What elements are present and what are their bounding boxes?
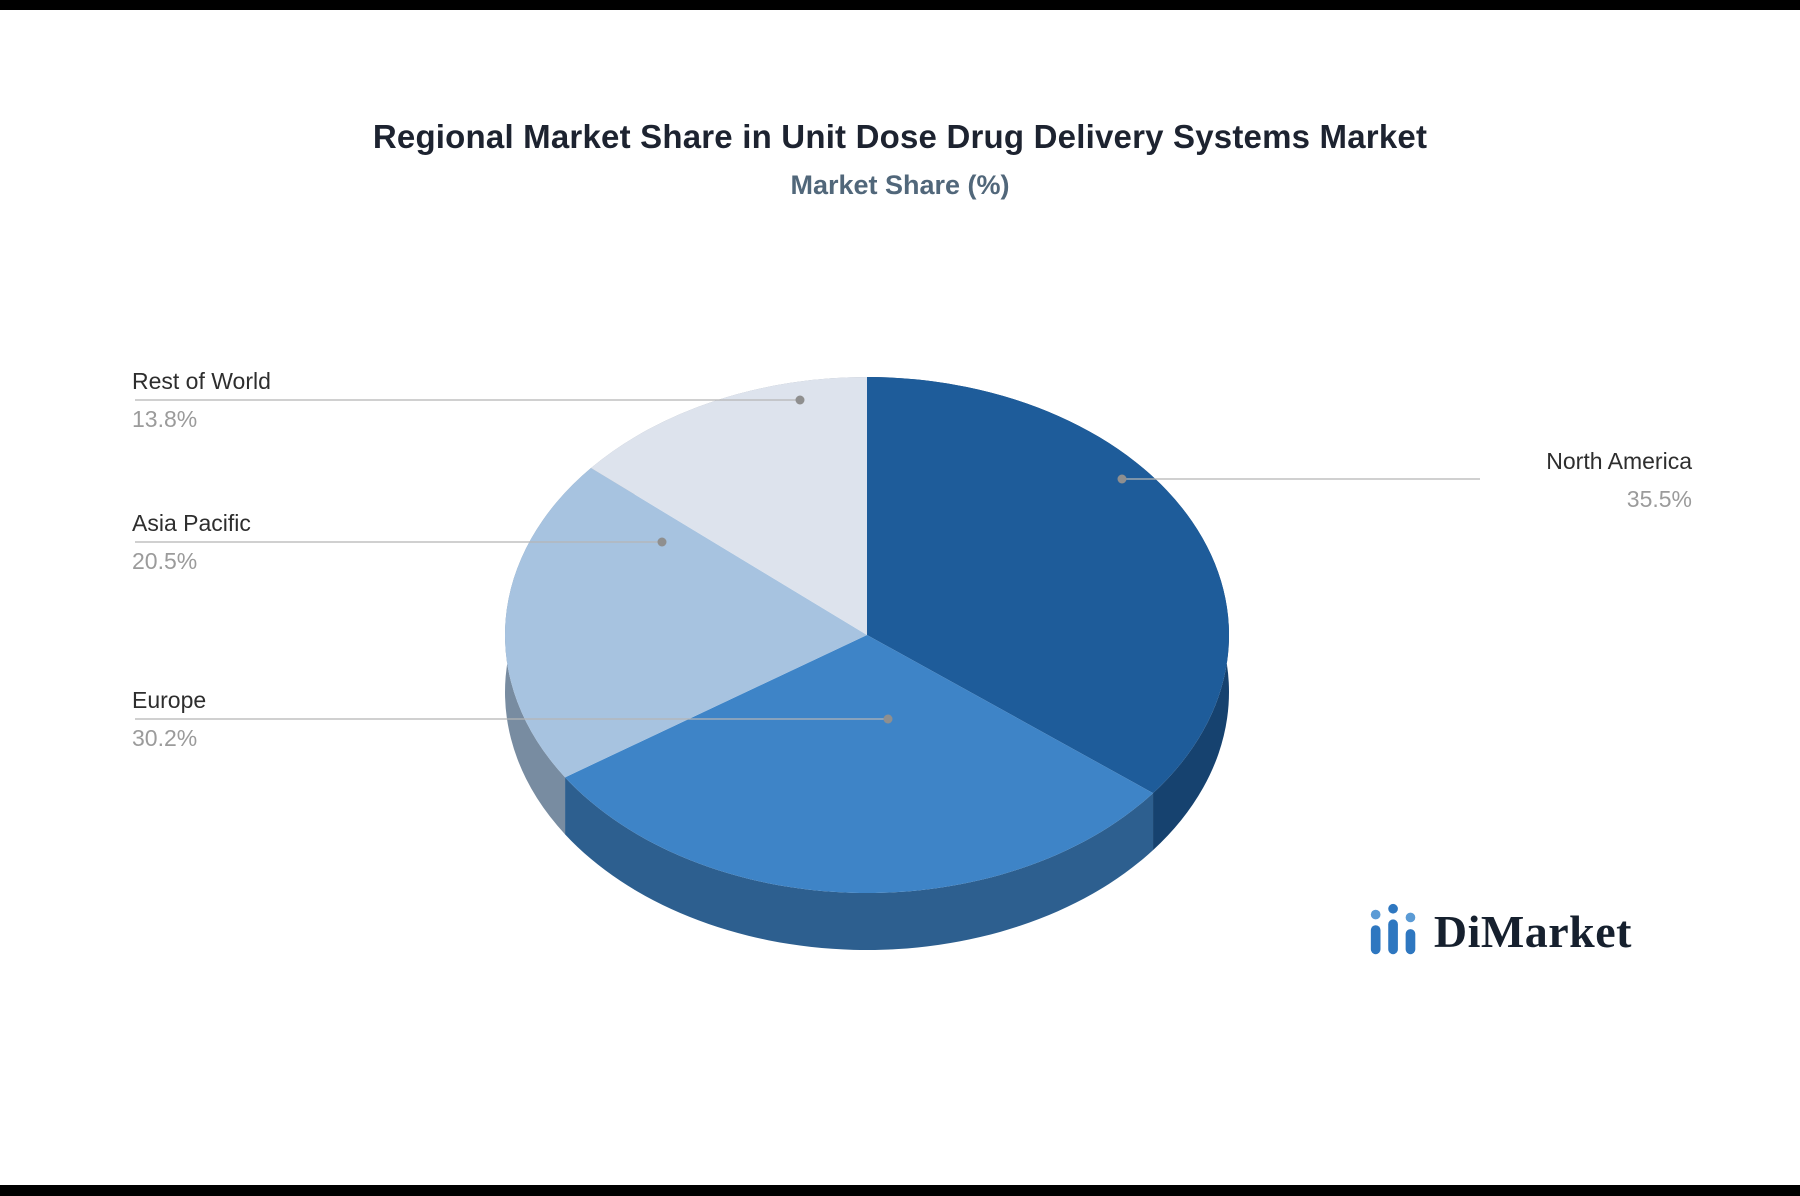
callout-label: Europe xyxy=(132,687,207,713)
pie-slice-rest-of-world[interactable] xyxy=(591,377,867,635)
leader-dots xyxy=(657,395,1127,724)
leader-dot-asia-pacific xyxy=(657,537,667,547)
callout-rest-of-world: Rest of World 13.8% xyxy=(132,367,271,433)
top-frame-bar xyxy=(0,0,1800,10)
chart-title: Regional Market Share in Unit Dose Drug … xyxy=(372,118,1428,155)
callout-label: Asia Pacific xyxy=(132,510,251,536)
callout-label: Rest of World xyxy=(132,368,271,394)
pie-slice-europe[interactable] xyxy=(565,635,1154,894)
leader-dot-rest-of-world xyxy=(795,395,805,405)
callout-value: 20.5% xyxy=(132,548,198,574)
pie-chart xyxy=(505,377,1230,951)
pie-slice-north-america[interactable] xyxy=(867,377,1230,794)
bar-chart-logo-icon xyxy=(1370,903,1416,955)
leader-dot-north-america xyxy=(1117,474,1127,484)
callout-label: North America xyxy=(1546,448,1692,474)
chart-subtitle: Market Share (%) xyxy=(790,170,1010,200)
brand-logo: DiMarket xyxy=(1366,898,1632,964)
pie-slice-side-europe xyxy=(565,777,1154,951)
callout-asia-pacific: Asia Pacific 20.5% xyxy=(132,509,251,575)
leader-lines xyxy=(135,399,1480,720)
callout-value: 13.8% xyxy=(132,406,198,432)
leader-dot-europe xyxy=(883,714,893,724)
callout-value: 35.5% xyxy=(1626,486,1692,512)
callout-north-america: North America 35.5% xyxy=(1546,447,1692,513)
pie-slice-asia-pacific[interactable] xyxy=(505,468,867,778)
callout-europe: Europe 30.2% xyxy=(132,686,206,752)
callout-value: 30.2% xyxy=(132,725,198,751)
bottom-frame-bar xyxy=(0,1185,1800,1196)
brand-logo-text: DiMarket xyxy=(1433,905,1632,957)
